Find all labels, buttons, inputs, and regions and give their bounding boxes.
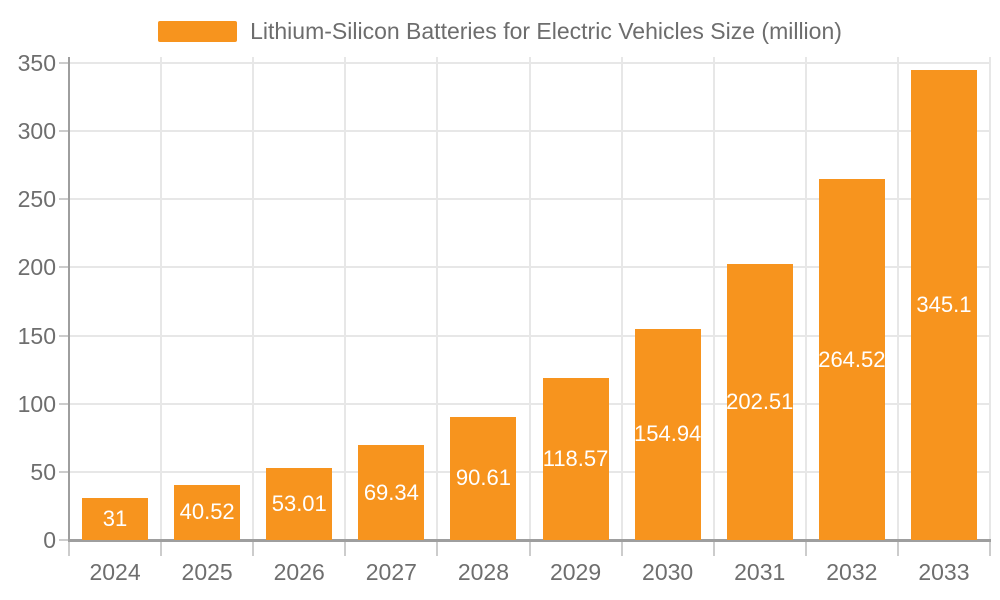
x-gridline [804, 57, 807, 540]
bar-value-label: 90.61 [455, 465, 511, 491]
y-axis-tick-label: 300 [17, 118, 56, 145]
x-gridline [528, 57, 531, 540]
bar-value-label: 31 [102, 505, 128, 531]
x-axis-tick [344, 540, 347, 556]
x-axis-category-label: 2029 [549, 559, 602, 585]
bar[interactable]: 154.94 [634, 328, 702, 540]
bar[interactable]: 202.51 [726, 264, 794, 540]
bar[interactable]: 118.57 [542, 378, 609, 540]
legend-label: Lithium-Silicon Batteries for Electric V… [250, 18, 842, 44]
x-axis-tick [436, 540, 439, 556]
y-axis-tick-label: 0 [43, 527, 56, 553]
bar[interactable]: 90.61 [450, 416, 517, 540]
x-axis-category-label: 2028 [457, 559, 510, 585]
y-axis-tick [59, 62, 69, 64]
y-axis-tick-label: 100 [17, 390, 56, 417]
y-axis-tick [59, 198, 69, 201]
bar-value-label: 202.51 [726, 388, 794, 414]
y-axis-tick [59, 334, 69, 337]
y-axis-tick [59, 539, 69, 541]
y-axis-line [68, 57, 70, 540]
y-axis-tick [59, 266, 69, 269]
bar[interactable]: 69.34 [358, 445, 425, 540]
bar-value-label: 264.52 [818, 346, 886, 372]
legend-swatch-icon [158, 20, 238, 42]
bar[interactable]: 31 [82, 497, 149, 540]
x-axis-line [68, 539, 991, 542]
x-axis-tick [68, 540, 70, 556]
x-axis-category-label: 2033 [918, 559, 970, 585]
y-axis-tick [59, 402, 69, 405]
x-gridline [989, 57, 991, 540]
x-axis-category-label: 2025 [181, 559, 233, 585]
x-gridline [344, 57, 347, 540]
x-gridline [896, 57, 899, 540]
x-axis-tick [528, 540, 531, 556]
legend-item[interactable]: Lithium-Silicon Batteries for Electric V… [0, 19, 1000, 43]
x-gridline [712, 57, 715, 540]
bar[interactable]: 40.52 [174, 484, 241, 540]
x-gridline [436, 57, 439, 540]
y-axis-tick [59, 470, 69, 473]
x-gridline [620, 57, 623, 540]
x-axis-tick [712, 540, 715, 556]
bar[interactable]: 264.52 [818, 179, 886, 540]
bar[interactable]: 345.1 [910, 69, 977, 540]
bar[interactable]: 53.01 [266, 467, 333, 540]
x-axis-tick [252, 540, 255, 556]
bar-value-label: 69.34 [363, 479, 419, 505]
y-axis-tick [59, 130, 69, 133]
y-axis-tick-label: 350 [17, 50, 56, 76]
bar-value-label: 40.52 [179, 499, 235, 525]
y-axis-tick-label: 150 [17, 322, 56, 349]
x-axis-tick [804, 540, 807, 556]
x-axis-tick [620, 540, 623, 556]
x-axis-tick [160, 540, 163, 556]
y-axis-tick-label: 200 [17, 254, 56, 281]
x-axis-category-label: 2026 [273, 559, 325, 585]
y-axis-tick-label: 50 [30, 458, 56, 485]
x-axis-tick [989, 540, 991, 556]
y-axis-tick-label: 250 [17, 186, 56, 213]
x-axis-category-label: 2024 [89, 559, 141, 585]
x-axis-category-label: 2027 [365, 559, 417, 585]
bar-value-label: 154.94 [634, 421, 702, 447]
x-axis-category-label: 2032 [826, 559, 878, 585]
x-axis-category-label: 2030 [642, 559, 694, 585]
bar-value-label: 53.01 [271, 490, 327, 516]
x-gridline [252, 57, 255, 540]
x-gridline [160, 57, 163, 540]
x-axis-category-label: 2031 [734, 559, 786, 585]
x-axis-tick [896, 540, 899, 556]
bar-value-label: 118.57 [542, 446, 609, 472]
bar-value-label: 345.1 [916, 291, 972, 317]
